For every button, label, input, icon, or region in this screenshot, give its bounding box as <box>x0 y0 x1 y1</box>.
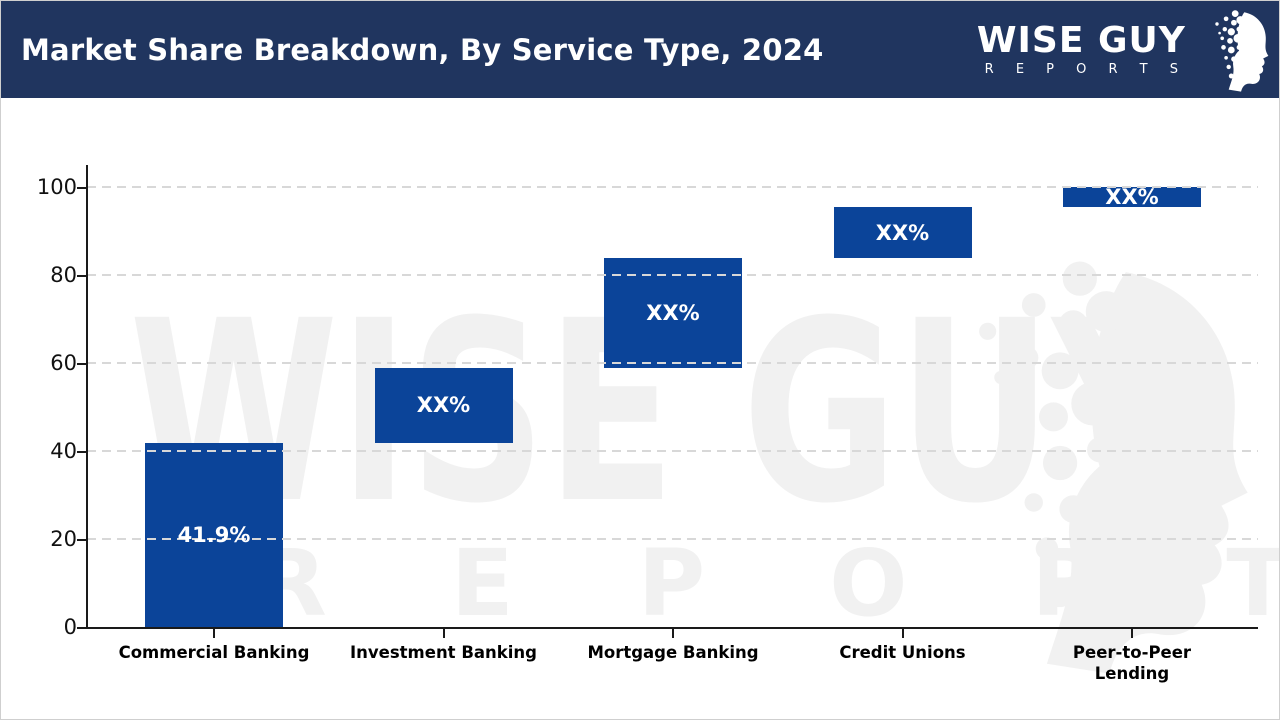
watermark-head-profile-icon <box>856 213 1251 713</box>
y-tick-label: 100 <box>36 175 77 199</box>
x-tick-mark <box>1131 629 1133 638</box>
gridline <box>87 450 1258 452</box>
x-tick-mark <box>672 629 674 638</box>
x-tick-mark <box>901 629 904 638</box>
bar-1 <box>145 442 283 627</box>
x-tick-mark <box>442 629 445 638</box>
y-tick-label: 0 <box>63 615 77 639</box>
brand-logo: WISE GUY R E P O R T S <box>976 5 1269 95</box>
dotted-head-profile-icon <box>1191 7 1269 93</box>
bar-value-label: XX% <box>646 301 700 326</box>
page-title: Market Share Breakdown, By Service Type,… <box>21 32 824 67</box>
brand-wordmark: WISE GUY <box>976 20 1186 61</box>
gridline <box>87 274 1258 276</box>
bar-3 <box>604 258 742 369</box>
bar-2 <box>374 368 513 443</box>
bar-value-label: XX% <box>416 393 471 418</box>
bar-value-label: 41.9% <box>177 522 251 547</box>
y-tick-mark <box>77 627 86 629</box>
bar-value-label: XX% <box>1105 184 1159 209</box>
y-tick-mark <box>77 187 86 189</box>
x-tick-label: Investment Banking <box>350 643 537 662</box>
x-tick-label: Mortgage Banking <box>587 643 759 662</box>
brand-subtext: R E P O R T S <box>984 62 1187 77</box>
gridline <box>87 538 1258 540</box>
x-axis-line <box>85 627 1258 629</box>
gridline <box>87 186 1258 188</box>
y-tick-mark <box>77 275 86 277</box>
y-tick-label: 80 <box>50 263 77 287</box>
x-tick-label: Credit Unions <box>839 643 966 662</box>
header-bar: Market Share Breakdown, By Service Type,… <box>1 1 1279 98</box>
y-tick-label: 40 <box>50 439 77 463</box>
brand-logo-text: WISE GUY R E P O R T S <box>976 20 1187 78</box>
y-tick-mark <box>77 363 86 365</box>
x-tick-mark <box>213 629 215 638</box>
y-axis-line <box>86 165 88 629</box>
gridline <box>87 362 1258 364</box>
bar-5 <box>1063 187 1201 207</box>
bar-4 <box>833 206 972 259</box>
y-tick-label: 20 <box>50 527 77 551</box>
y-tick-mark <box>77 451 86 453</box>
x-tick-label: Commercial Banking <box>118 643 310 662</box>
y-tick-label: 60 <box>50 351 77 375</box>
waterfall-chart: WISE GUY R E P O R T S 02040608010041.9%… <box>1 98 1279 719</box>
watermark-subtext: R E P O R T S <box>256 530 1279 637</box>
y-tick-mark <box>77 539 86 541</box>
bar-value-label: XX% <box>875 220 930 245</box>
x-tick-label: Peer-to-Peer Lending <box>1072 643 1192 683</box>
